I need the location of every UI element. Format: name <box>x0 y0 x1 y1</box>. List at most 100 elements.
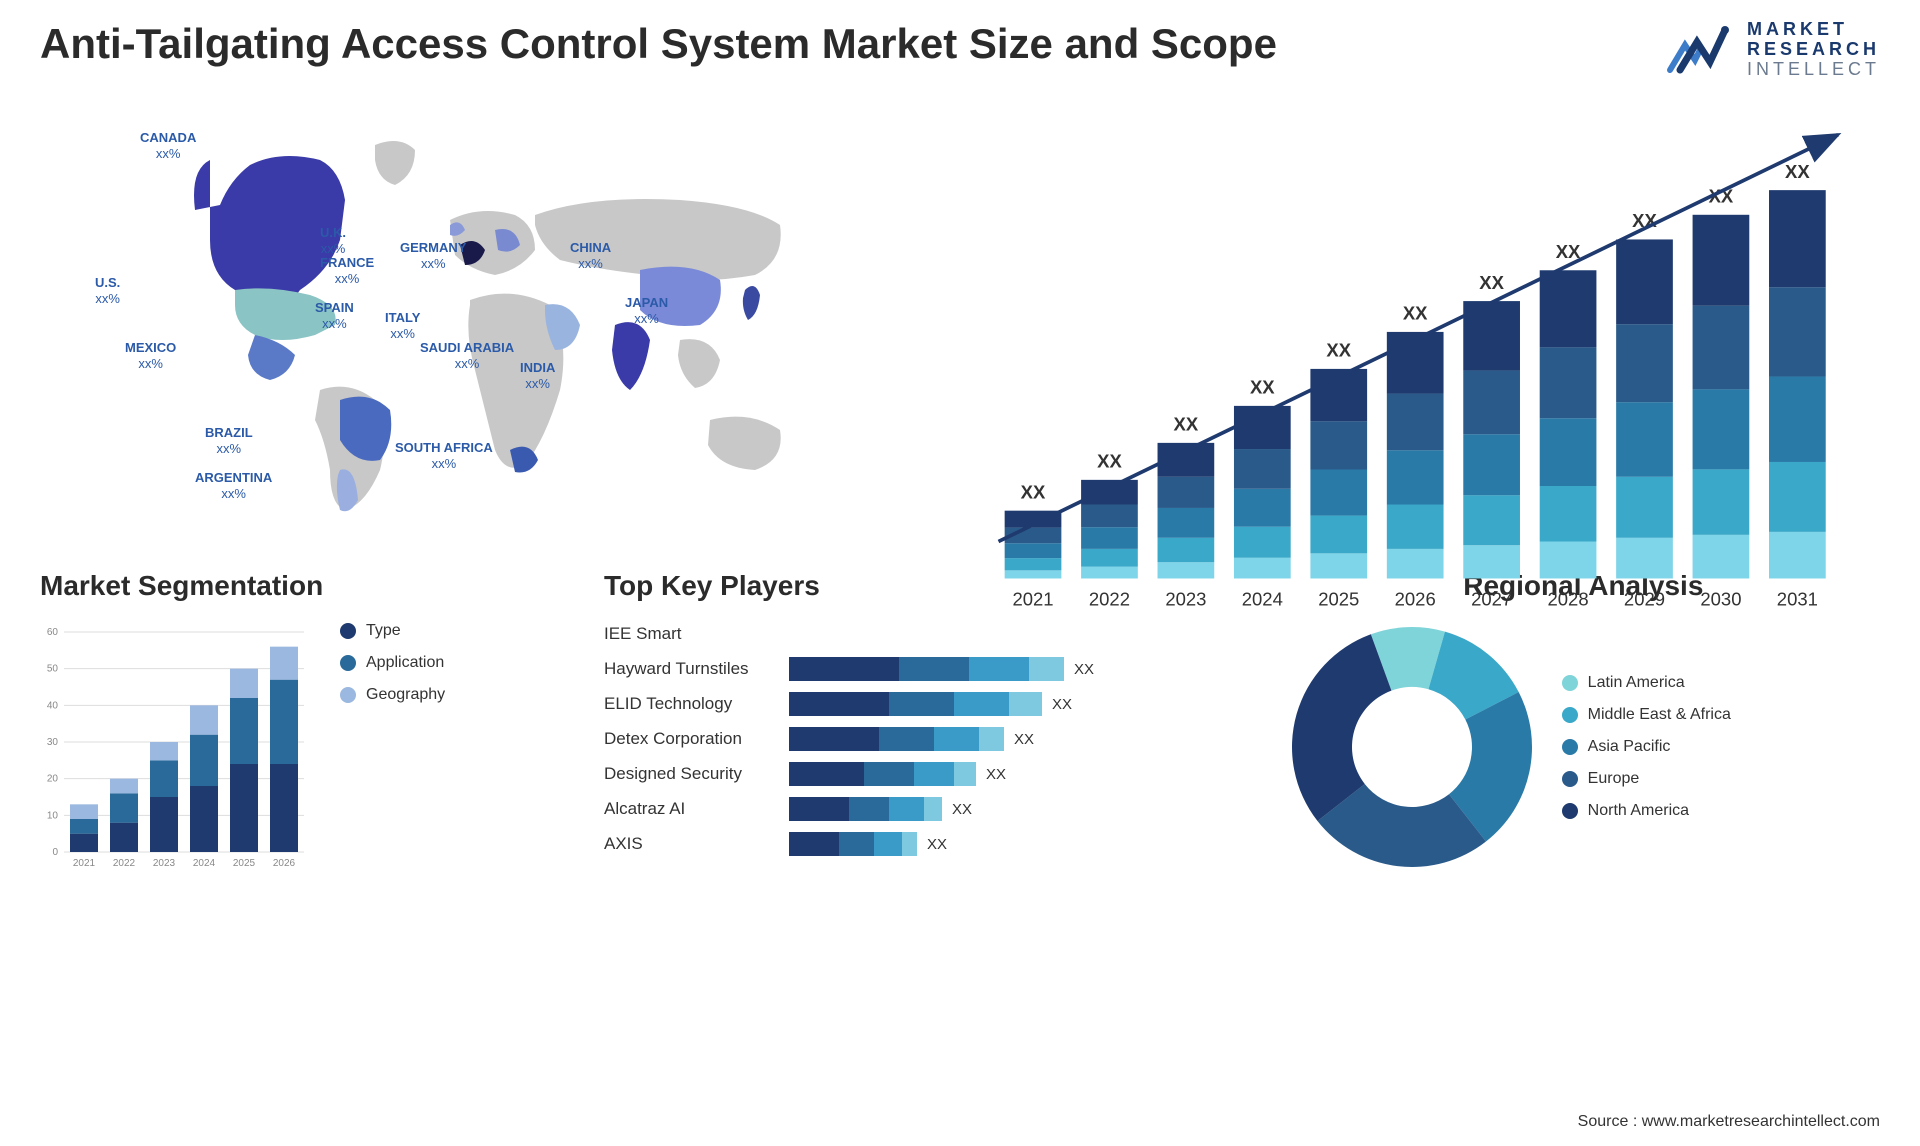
main-bar-label: XX <box>1250 377 1275 398</box>
map-label-southafrica: SOUTH AFRICAxx% <box>395 440 493 471</box>
main-bar-label: XX <box>1403 303 1428 324</box>
main-bar-segment <box>1769 287 1826 376</box>
player-bar-row: XX <box>789 657 1094 681</box>
player-name: Hayward Turnstiles <box>604 657 774 681</box>
legend-label: Europe <box>1588 770 1640 788</box>
seg-bar-segment <box>110 779 138 794</box>
legend-label: Type <box>366 622 401 640</box>
main-bar-year: 2030 <box>1700 589 1741 610</box>
seg-bar-segment <box>270 764 298 852</box>
y-tick-label: 50 <box>47 664 59 675</box>
main-bar-segment <box>1616 239 1673 324</box>
map-label-india: INDIAxx% <box>520 360 555 391</box>
world-map: CANADAxx%U.S.xx%MEXICOxx%BRAZILxx%ARGENT… <box>40 110 940 530</box>
main-bar-year: 2024 <box>1242 589 1283 610</box>
y-tick-label: 30 <box>47 737 59 748</box>
player-name: IEE Smart <box>604 622 774 646</box>
main-bar-segment <box>1234 558 1291 579</box>
main-bar-label: XX <box>1479 272 1504 293</box>
main-bar-segment <box>1158 508 1215 538</box>
regional-legend-item: Latin America <box>1562 674 1731 692</box>
main-bar-segment <box>1387 394 1444 451</box>
main-bar-year: 2029 <box>1624 589 1665 610</box>
legend-label: Geography <box>366 686 445 704</box>
map-label-germany: GERMANYxx% <box>400 240 466 271</box>
logo-line-2: RESEARCH <box>1747 40 1880 60</box>
legend-label: North America <box>1588 802 1689 820</box>
map-label-italy: ITALYxx% <box>385 310 420 341</box>
seg-bar-segment <box>150 760 178 797</box>
player-hbar-segment <box>934 727 979 751</box>
player-hbar <box>789 762 976 786</box>
main-bar-segment <box>1310 553 1367 578</box>
main-bar-segment <box>1693 306 1750 390</box>
seg-bar-segment <box>230 669 258 698</box>
main-bar-segment <box>1769 190 1826 287</box>
legend-label: Application <box>366 654 444 672</box>
seg-legend-item: Application <box>340 654 445 672</box>
main-bar-segment <box>1081 527 1138 549</box>
seg-bar-segment <box>270 680 298 764</box>
seg-bar-segment <box>150 742 178 760</box>
player-name: Alcatraz AI <box>604 797 774 821</box>
main-bar-segment <box>1540 486 1597 541</box>
main-bar-segment <box>1158 477 1215 508</box>
player-hbar <box>789 727 1004 751</box>
y-tick-label: 60 <box>47 627 59 638</box>
main-bar-segment <box>1463 495 1520 545</box>
player-hbar-segment <box>889 797 924 821</box>
main-bar-year: 2025 <box>1318 589 1359 610</box>
regional-legend-item: North America <box>1562 802 1731 820</box>
map-label-japan: JAPANxx% <box>625 295 668 326</box>
main-bar-segment <box>1540 347 1597 418</box>
main-bar-year: 2031 <box>1777 589 1818 610</box>
seg-bar-segment <box>230 698 258 764</box>
regional-legend: Latin AmericaMiddle East & AfricaAsia Pa… <box>1562 674 1731 820</box>
legend-dot-icon <box>340 655 356 671</box>
main-bar-label: XX <box>1021 481 1046 502</box>
player-name: AXIS <box>604 832 774 856</box>
seg-bar-segment <box>150 797 178 852</box>
map-label-mexico: MEXICOxx% <box>125 340 176 371</box>
seg-year-label: 2022 <box>113 858 136 869</box>
player-hbar <box>789 692 1042 716</box>
player-name: Designed Security <box>604 762 774 786</box>
main-bar-segment <box>1234 449 1291 489</box>
main-bar-segment <box>1234 527 1291 558</box>
regional-legend-item: Asia Pacific <box>1562 738 1731 756</box>
main-bar-segment <box>1005 570 1062 578</box>
seg-bar-segment <box>70 804 98 819</box>
main-bar-segment <box>1616 324 1673 402</box>
player-hbar-segment <box>914 762 954 786</box>
legend-dot-icon <box>1562 739 1578 755</box>
main-bar-segment <box>1387 505 1444 549</box>
player-hbar-segment <box>899 657 969 681</box>
legend-dot-icon <box>1562 707 1578 723</box>
y-tick-label: 0 <box>52 847 58 858</box>
seg-bar-segment <box>110 823 138 852</box>
main-bar-label: XX <box>1326 340 1351 361</box>
player-value-label: XX <box>952 801 972 818</box>
seg-bar-segment <box>230 764 258 852</box>
map-label-argentina: ARGENTINAxx% <box>195 470 272 501</box>
player-hbar-segment <box>849 797 889 821</box>
segmentation-chart: 0102030405060202120222023202420252026 <box>40 622 320 872</box>
player-hbar-segment <box>969 657 1029 681</box>
top-row: CANADAxx%U.S.xx%MEXICOxx%BRAZILxx%ARGENT… <box>40 110 1880 530</box>
map-label-canada: CANADAxx% <box>140 130 196 161</box>
player-hbar-segment <box>789 797 849 821</box>
segmentation-section: Market Segmentation 01020304050602021202… <box>40 570 574 872</box>
players-bars: XXXXXXXXXXXX <box>789 622 1094 856</box>
player-hbar <box>789 797 942 821</box>
main-bar-segment <box>1387 549 1444 579</box>
seg-bar-segment <box>70 819 98 834</box>
main-bar-year: 2027 <box>1471 589 1512 610</box>
main-bar-segment <box>1616 402 1673 477</box>
player-hbar-segment <box>979 727 1004 751</box>
player-hbar-segment <box>954 692 1009 716</box>
seg-bar-segment <box>190 786 218 852</box>
main-bar-segment <box>1310 516 1367 554</box>
map-label-saudiarabia: SAUDI ARABIAxx% <box>420 340 514 371</box>
main-bar-segment <box>1769 462 1826 532</box>
main-bar-year: 2023 <box>1165 589 1206 610</box>
